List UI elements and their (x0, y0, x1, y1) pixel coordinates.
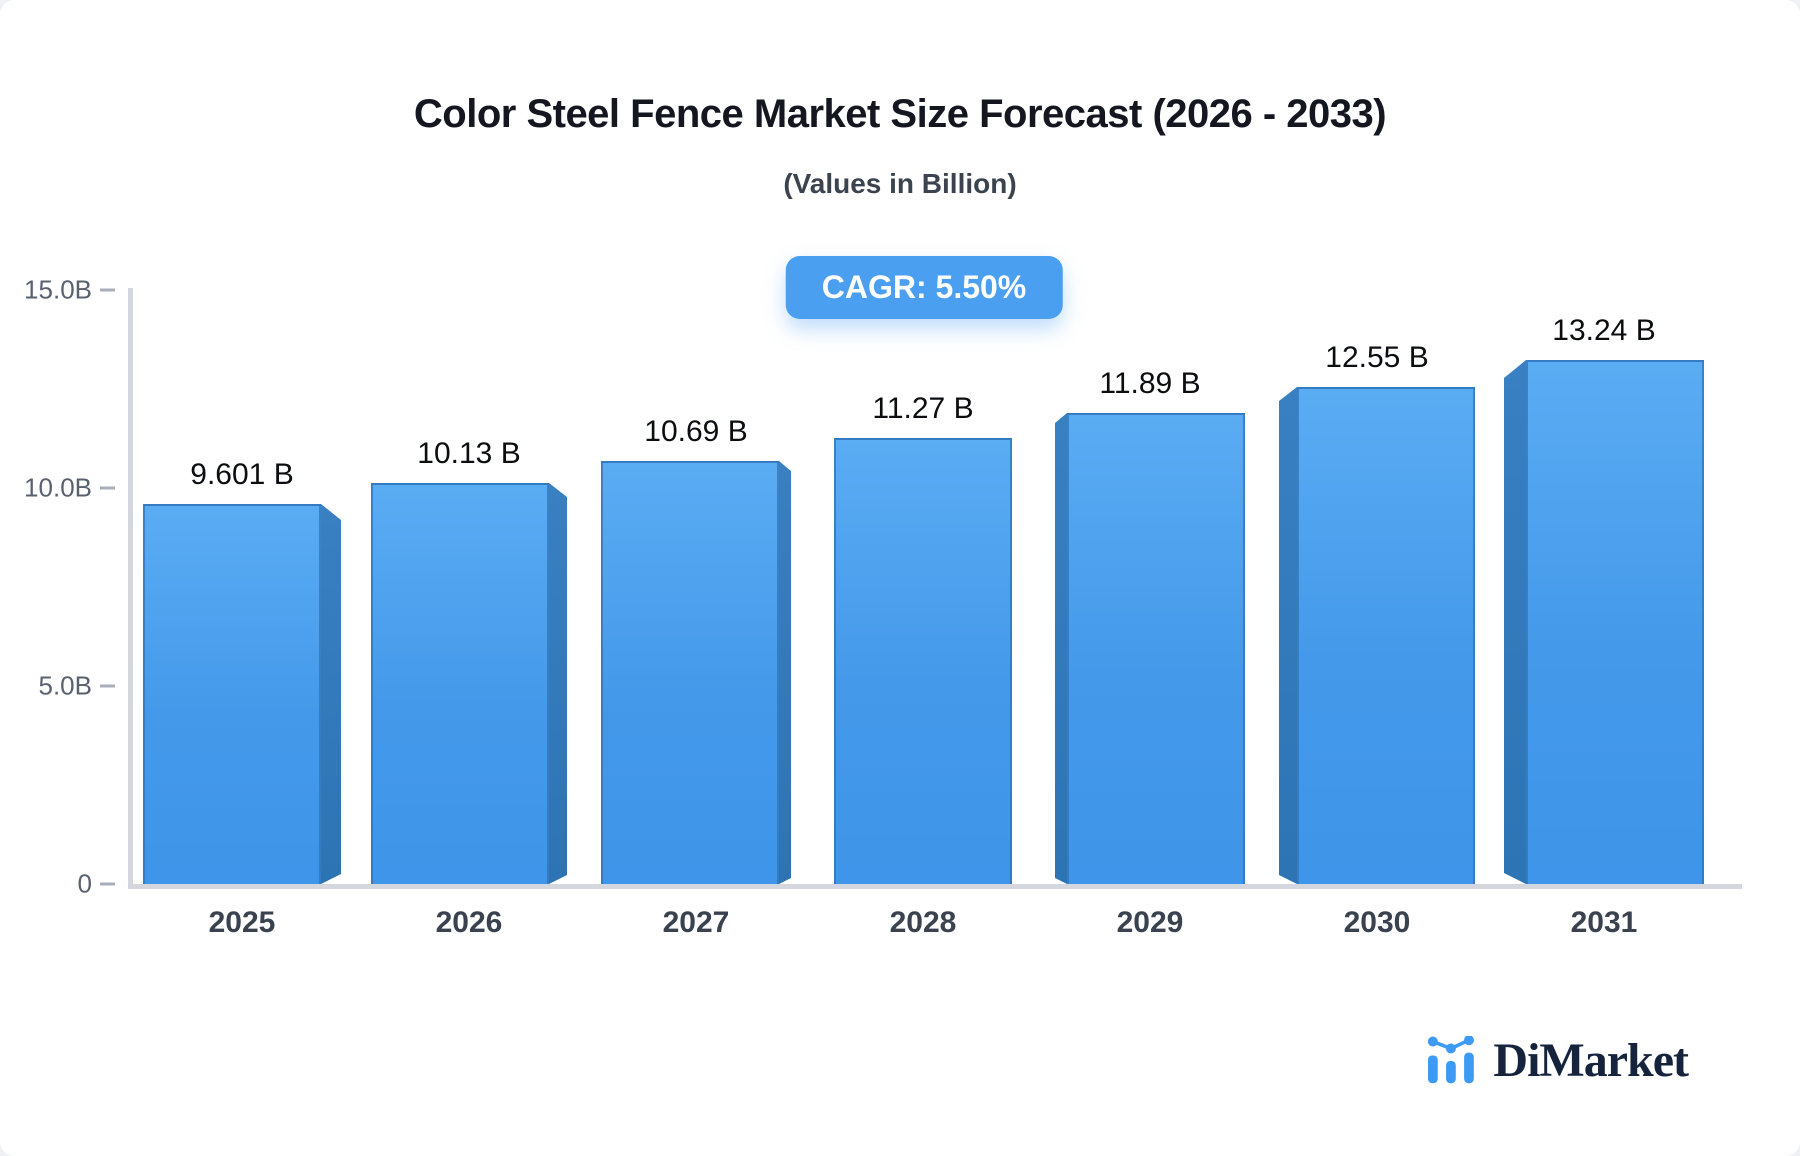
bar-value-label: 12.55 B (1325, 341, 1429, 374)
bar-value-label: 13.24 B (1552, 314, 1656, 347)
dimarket-bar-chart-logo-icon (1428, 1036, 1475, 1084)
bar-group-2031: 13.24 B 2031 (1504, 314, 1704, 939)
bar-side-face (321, 504, 341, 884)
bar-face (834, 438, 1012, 884)
bar-group-2030: 12.55 B 2030 (1279, 341, 1475, 939)
x-axis-line (128, 884, 1742, 889)
bar-side-face (1279, 387, 1297, 884)
bar-face (143, 504, 321, 884)
bar-face (371, 483, 549, 884)
bar-value-label: 11.27 B (872, 392, 974, 425)
x-axis-label: 2028 (889, 906, 957, 939)
y-axis-tick (100, 288, 115, 292)
x-axis-label: 2025 (208, 906, 276, 939)
plot-area: CAGR: 5.50% 15.0B 10.0B 5.0B 0 9.601 B 2025 1… (24, 256, 1742, 939)
x-axis-label: 2031 (1570, 906, 1638, 939)
chart-title: Color Steel Fence Market Size Forecast (… (413, 92, 1387, 136)
bar-side-face (549, 483, 567, 884)
bar-group-2026: 10.13 B 2026 (371, 437, 567, 939)
x-axis-label: 2026 (435, 906, 503, 939)
bar-face (1526, 360, 1704, 884)
y-axis-tick (100, 684, 115, 688)
y-axis-tick-label: 10.0B (24, 472, 92, 503)
bar-value-label: 10.13 B (417, 437, 521, 470)
bar-group-2027: 10.69 B 2027 (601, 415, 791, 939)
bar-side-face (1504, 360, 1526, 884)
y-axis-tick (100, 882, 115, 886)
y-axis-tick-label: 15.0B (24, 274, 92, 305)
x-axis-label: 2029 (1116, 906, 1184, 939)
chart-subtitle: (Values in Billion) (783, 168, 1017, 199)
bar-face (1297, 387, 1475, 884)
y-axis-tick (100, 486, 115, 490)
bar-group-2025: 9.601 B 2025 (143, 458, 341, 939)
y-axis-tick-label: 5.0B (38, 670, 93, 701)
bar-group-2028: 11.27 B 2028 (834, 392, 1012, 939)
cagr-badge: CAGR: 5.50% (785, 256, 1063, 319)
x-axis-label: 2027 (662, 906, 730, 939)
brand-name: DiMarket (1493, 1034, 1689, 1087)
bar-side-face (779, 461, 791, 884)
bar-group-2029: 11.89 B 2029 (1055, 367, 1245, 939)
bar-value-label: 9.601 B (190, 458, 294, 491)
bar-side-face (1055, 413, 1067, 884)
bar-face (601, 461, 779, 884)
y-axis-tick-label: 0 (77, 868, 92, 899)
bar-value-label: 11.89 B (1099, 367, 1201, 400)
bar-face (1067, 413, 1245, 884)
y-axis-line (128, 288, 133, 889)
x-axis-label: 2030 (1343, 906, 1411, 939)
brand-logo: DiMarket (1425, 1034, 1689, 1087)
bar-value-label: 10.69 B (644, 415, 748, 448)
